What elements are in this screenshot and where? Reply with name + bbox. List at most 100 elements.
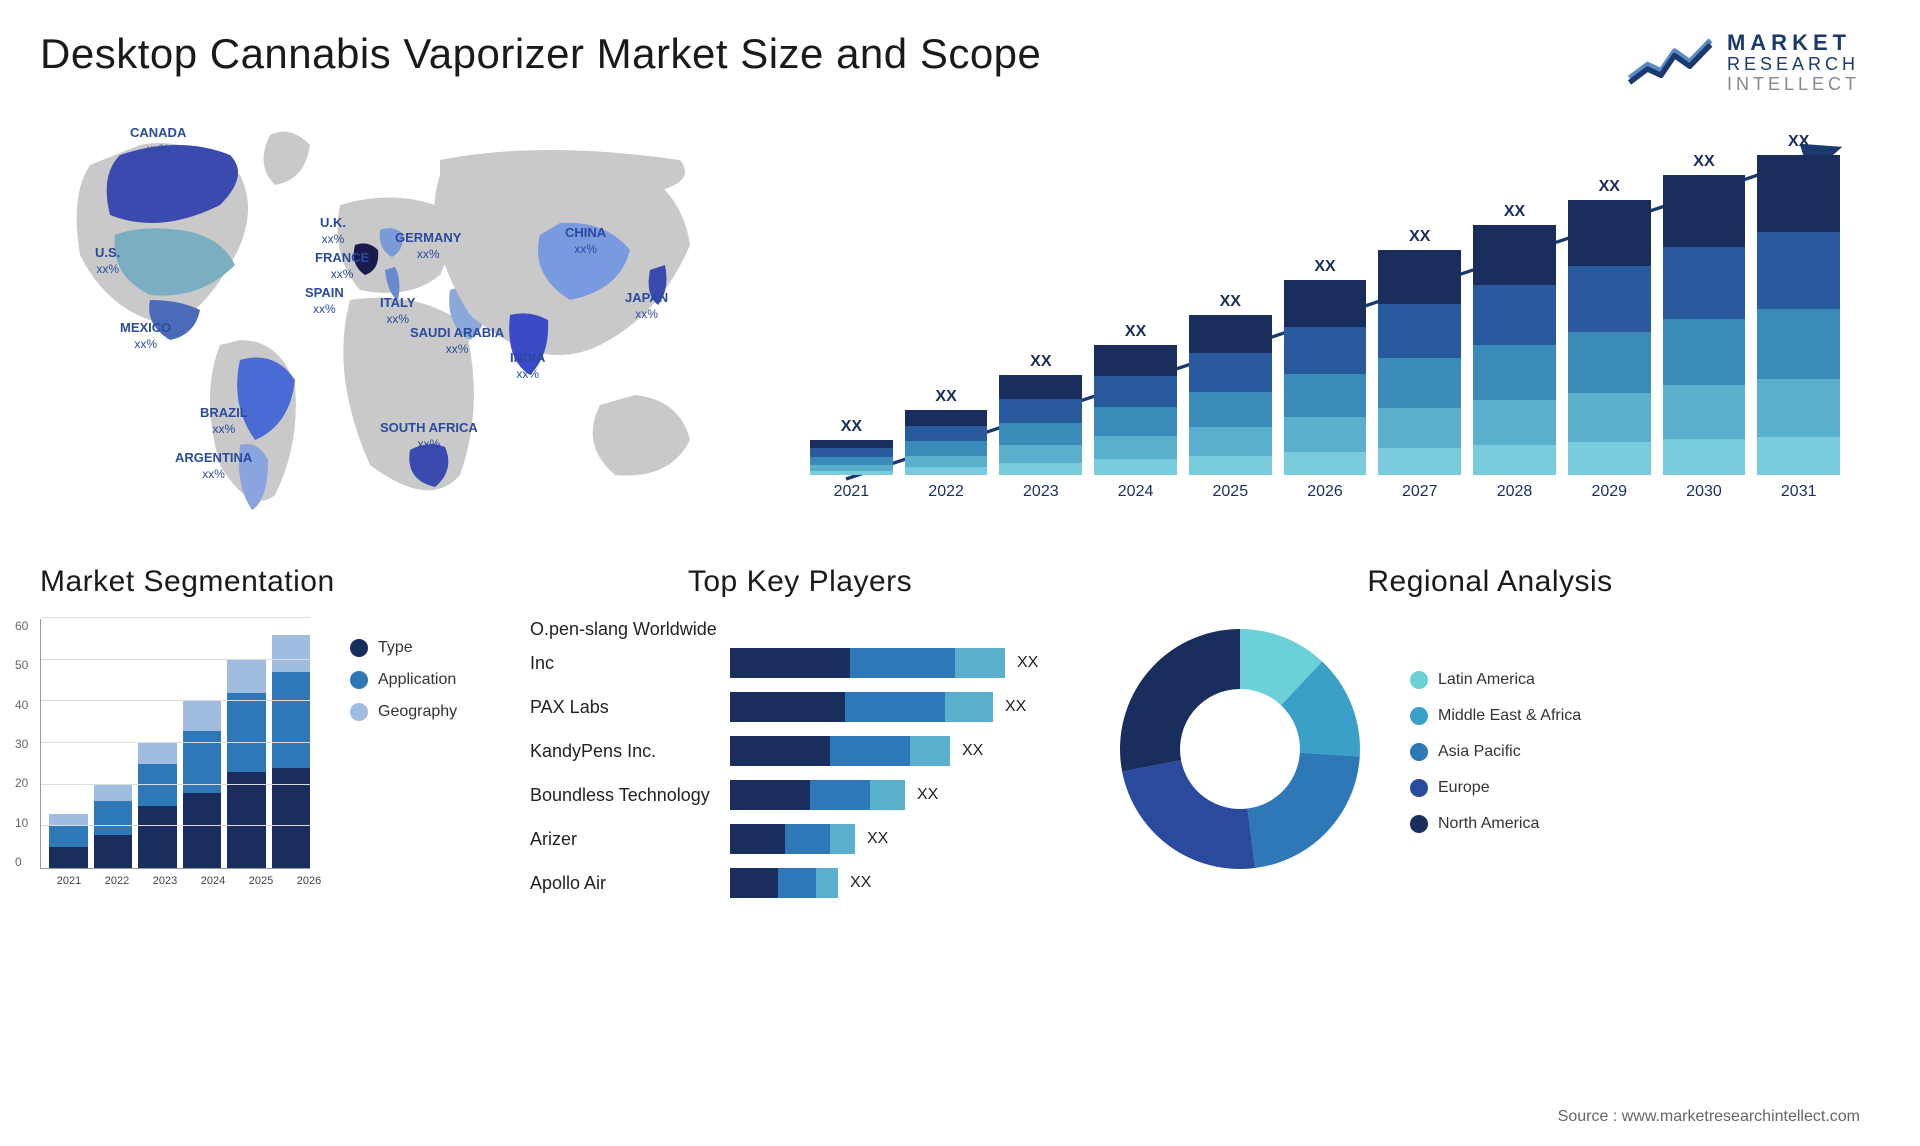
forecast-year-label: 2027 [1378,483,1461,501]
player-row: KandyPens Inc. XX [530,732,1070,770]
legend-label: Asia Pacific [1438,743,1521,761]
forecast-bar: XX [1757,155,1840,475]
logo-text-3: INTELLECT [1727,75,1860,95]
forecast-bar: XX [1663,175,1746,475]
forecast-year-label: 2026 [1284,483,1367,501]
bar-value-label: XX [1125,323,1146,341]
region-legend-item: Europe [1410,779,1581,797]
seg-year-label: 2021 [48,875,90,887]
player-name: PAX Labs [530,697,730,718]
player-row: Arizer XX [530,820,1070,858]
seg-bar [183,701,222,868]
brand-logo: MARKET RESEARCH INTELLECT [1625,30,1860,95]
seg-year-label: 2023 [144,875,186,887]
forecast-year-label: 2021 [810,483,893,501]
donut-slice [1248,753,1360,868]
map-label: INDIAxx% [510,350,545,381]
player-name: Boundless Technology [530,785,730,806]
segmentation-section: Market Segmentation 0102030405060 202120… [40,565,500,955]
bar-value-label: XX [1314,258,1335,276]
forecast-bar: XX [1284,280,1367,475]
player-bar [730,736,950,766]
player-value: XX [1017,654,1038,672]
seg-year-label: 2026 [288,875,330,887]
seg-bar [227,660,266,868]
seg-year-label: 2022 [96,875,138,887]
seg-y-tick: 0 [15,855,28,869]
seg-legend-item: Type [350,639,457,657]
map-label: SOUTH AFRICAxx% [380,420,478,451]
logo-text-1: MARKET [1727,31,1860,55]
region-legend-item: North America [1410,815,1581,833]
source-attribution: Source : www.marketresearchintellect.com [1558,1108,1860,1126]
bar-value-label: XX [841,418,862,436]
map-label: JAPANxx% [625,290,668,321]
map-label: GERMANYxx% [395,230,461,261]
bar-value-label: XX [1030,353,1051,371]
bar-value-label: XX [935,388,956,406]
player-value: XX [917,786,938,804]
player-bar [730,648,1005,678]
bar-value-label: XX [1788,133,1809,151]
region-legend-item: Latin America [1410,671,1581,689]
player-value: XX [867,830,888,848]
legend-label: Geography [378,703,457,721]
forecast-year-label: 2024 [1094,483,1177,501]
map-label: U.K.xx% [320,215,346,246]
seg-y-tick: 20 [15,776,28,790]
map-label: BRAZILxx% [200,405,248,436]
donut-slice [1120,629,1240,771]
seg-legend-item: Application [350,671,457,689]
segmentation-title: Market Segmentation [40,565,500,599]
regional-title: Regional Analysis [1100,565,1880,599]
map-label: ARGENTINAxx% [175,450,252,481]
seg-y-tick: 10 [15,816,28,830]
legend-label: North America [1438,815,1539,833]
seg-bar [138,743,177,868]
map-label: ITALYxx% [380,295,415,326]
legend-dot-icon [350,639,368,657]
forecast-bar: XX [1094,345,1177,475]
player-value: XX [962,742,983,760]
seg-bar [94,785,133,868]
key-players-section: Top Key Players O.pen-slang Worldwide In… [530,565,1070,955]
forecast-bar: XX [810,440,893,475]
legend-dot-icon [350,703,368,721]
legend-dot-icon [1410,707,1428,725]
seg-year-label: 2024 [192,875,234,887]
player-name: Apollo Air [530,873,730,894]
player-name: Arizer [530,829,730,850]
map-label: U.S.xx% [95,245,120,276]
legend-label: Europe [1438,779,1490,797]
legend-dot-icon [1410,779,1428,797]
map-label: FRANCExx% [315,250,369,281]
bar-value-label: XX [1409,228,1430,246]
forecast-year-label: 2022 [905,483,988,501]
seg-year-label: 2025 [240,875,282,887]
seg-bar [272,635,311,868]
forecast-year-label: 2023 [999,483,1082,501]
seg-y-tick: 50 [15,658,28,672]
player-name: Inc [530,653,730,674]
forecast-year-label: 2031 [1757,483,1840,501]
player-name: KandyPens Inc. [530,741,730,762]
forecast-bar-section: XXXXXXXXXXXXXXXXXXXXXX 20212022202320242… [780,115,1880,535]
donut-slice [1122,760,1255,869]
legend-dot-icon [1410,815,1428,833]
forecast-bar: XX [999,375,1082,475]
legend-label: Type [378,639,413,657]
bar-value-label: XX [1693,153,1714,171]
forecast-year-label: 2025 [1189,483,1272,501]
bar-value-label: XX [1220,293,1241,311]
legend-label: Latin America [1438,671,1535,689]
player-bar [730,692,993,722]
forecast-year-label: 2029 [1568,483,1651,501]
seg-bar [49,814,88,868]
regional-section: Regional Analysis Latin AmericaMiddle Ea… [1100,565,1880,955]
seg-y-tick: 60 [15,619,28,633]
legend-dot-icon [1410,671,1428,689]
forecast-bar: XX [1568,200,1651,475]
player-value: XX [850,874,871,892]
map-label: MEXICOxx% [120,320,171,351]
forecast-bar: XX [1473,225,1556,475]
